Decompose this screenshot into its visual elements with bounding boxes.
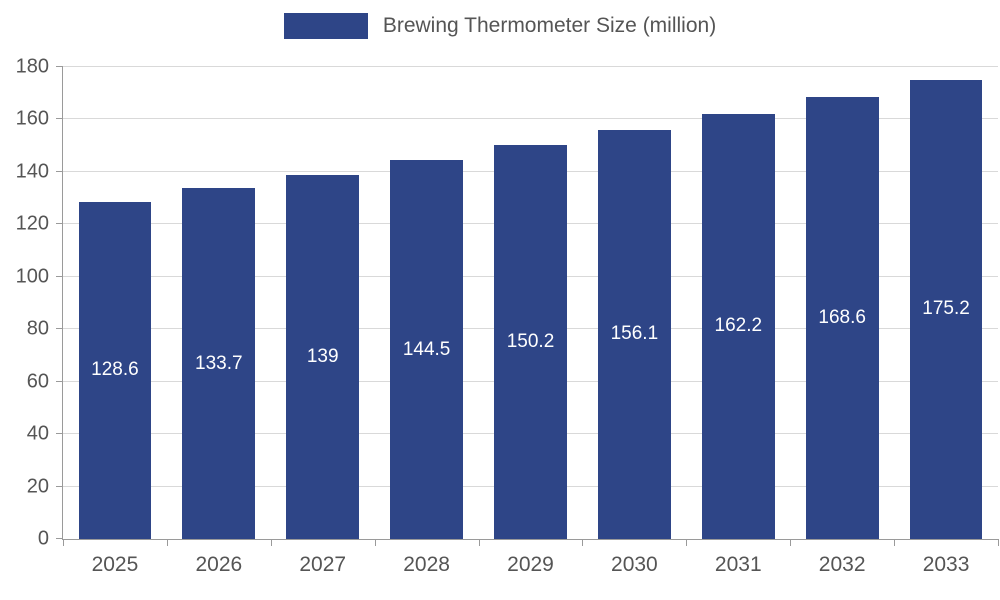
x-axis-label-2031: 2031 [714,553,762,576]
bar-value-label: 139 [306,345,339,367]
x-axis-label-2027: 2027 [299,553,347,576]
y-axis-tick-label: 40 [26,422,49,445]
y-axis-tick-label: 160 [15,107,49,130]
bar-2032: 168.6 [805,96,879,539]
bars-container: 128.6 133.7 139 144.5 150.2 156.1 162.2 168.6 17… [63,67,998,539]
x-axis-tick [894,539,896,546]
gridline [63,118,998,120]
bar-2026: 133.7 [182,188,256,539]
bar-slot: 133.7 [167,67,271,539]
y-axis-tick [56,275,63,277]
x-axis-tick [270,539,272,546]
y-axis-tick [56,538,63,539]
bar-value-label: 150.2 [506,331,555,353]
bar-2028: 144.5 [390,160,463,539]
chart-legend[interactable]: Brewing Thermometer Size (million) [0,13,1000,39]
legend-label[interactable]: Brewing Thermometer Size (million) [382,14,717,37]
bar-value-label: 175.2 [922,298,970,320]
y-axis-tick [56,118,63,120]
bar-value-label: 162.2 [714,315,763,337]
bar-value-label: 144.5 [402,338,451,360]
y-axis-tick [56,380,63,382]
bar-slot: 150.2 [479,67,583,539]
y-axis-tick-label: 100 [15,265,49,288]
y-axis-tick [56,328,63,330]
x-axis-tick [478,539,480,546]
y-axis-tick-label: 140 [15,160,49,183]
x-axis-label-2026: 2026 [195,553,243,576]
x-axis-tick [998,539,999,546]
x-axis-label-2029: 2029 [507,553,554,576]
x-axis-tick [374,539,376,546]
bar-2025: 128.6 [78,201,152,539]
bar-slot: 168.6 [790,67,894,539]
y-axis-tick-label: 60 [26,370,49,393]
bar-value-label: 168.6 [818,306,866,328]
y-axis-tick-label: 20 [26,475,49,498]
x-axis-tick [582,539,584,546]
bar-2033: 175.2 [909,79,983,539]
x-axis-label-2032: 2032 [818,553,866,576]
bar-slot: 162.2 [686,67,790,539]
bar-slot: 144.5 [375,67,479,539]
x-axis-tick [686,539,688,546]
x-axis-label-2030: 2030 [611,553,658,576]
bar-2029: 150.2 [494,145,567,539]
y-axis-tick [56,170,63,172]
x-axis-label-2033: 2033 [922,553,970,576]
bar-slot: 175.2 [894,67,998,539]
gridline [63,66,998,67]
y-axis-tick [56,485,63,487]
y-axis-tick-label: 120 [15,212,49,235]
bar-2030: 156.1 [598,129,671,539]
bar-slot: 128.6 [63,67,167,539]
bar-value-label: 133.7 [195,352,243,374]
x-axis-label-2028: 2028 [403,553,450,576]
y-axis-tick-label: 0 [37,527,49,550]
bar-value-label: 156.1 [610,323,659,345]
bar-slot: 139 [271,67,375,539]
x-axis-tick [790,539,792,546]
y-axis-tick [56,223,63,225]
y-axis-tick [56,433,63,435]
bar-value-label: 128.6 [91,359,139,381]
y-axis-tick-label: 180 [15,55,49,78]
x-axis-tick [63,539,64,546]
y-axis-tick-label: 80 [26,317,49,340]
bar-2027: 139 [286,174,360,539]
x-axis-tick [166,539,168,546]
bar-slot: 156.1 [582,67,686,539]
plot-area: 0 20 40 60 80 100 120 140 160 180 128.6 133.7 139 144… [16,56,999,576]
x-axis-label-2025: 2025 [91,553,139,576]
y-axis-tick [56,66,63,67]
bar-2031: 162.2 [701,113,775,539]
legend-swatch[interactable] [283,13,368,39]
